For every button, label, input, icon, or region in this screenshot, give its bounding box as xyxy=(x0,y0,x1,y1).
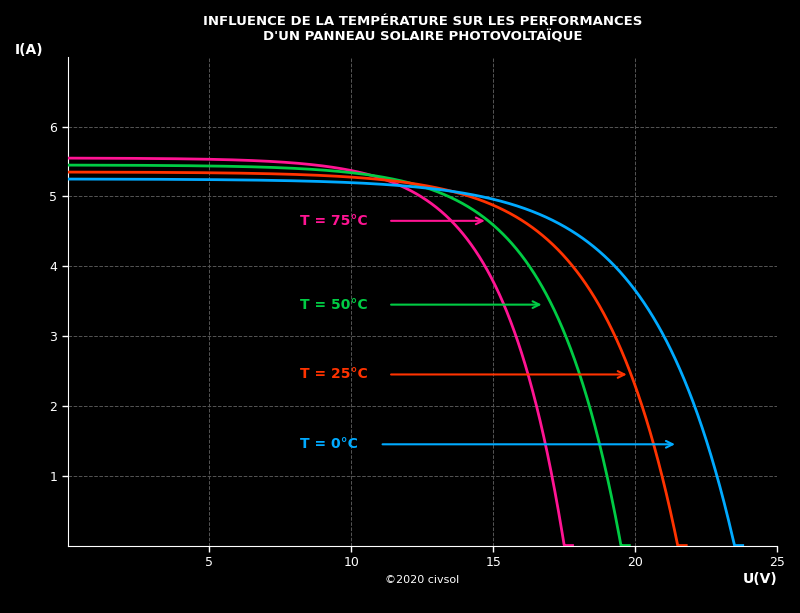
Y-axis label: I(A): I(A) xyxy=(15,43,44,57)
X-axis label: U(V): U(V) xyxy=(742,572,777,586)
Text: T = 50°C: T = 50°C xyxy=(300,298,368,311)
Text: T = 0°C: T = 0°C xyxy=(300,437,358,451)
Text: ©2020 civsol: ©2020 civsol xyxy=(386,575,459,585)
Text: T = 25°C: T = 25°C xyxy=(300,367,368,381)
Title: INFLUENCE DE LA TEMPÉRATURE SUR LES PERFORMANCES
D'UN PANNEAU SOLAIRE PHOTOVOLTA: INFLUENCE DE LA TEMPÉRATURE SUR LES PERF… xyxy=(202,15,642,43)
Text: T = 75°C: T = 75°C xyxy=(300,214,368,228)
